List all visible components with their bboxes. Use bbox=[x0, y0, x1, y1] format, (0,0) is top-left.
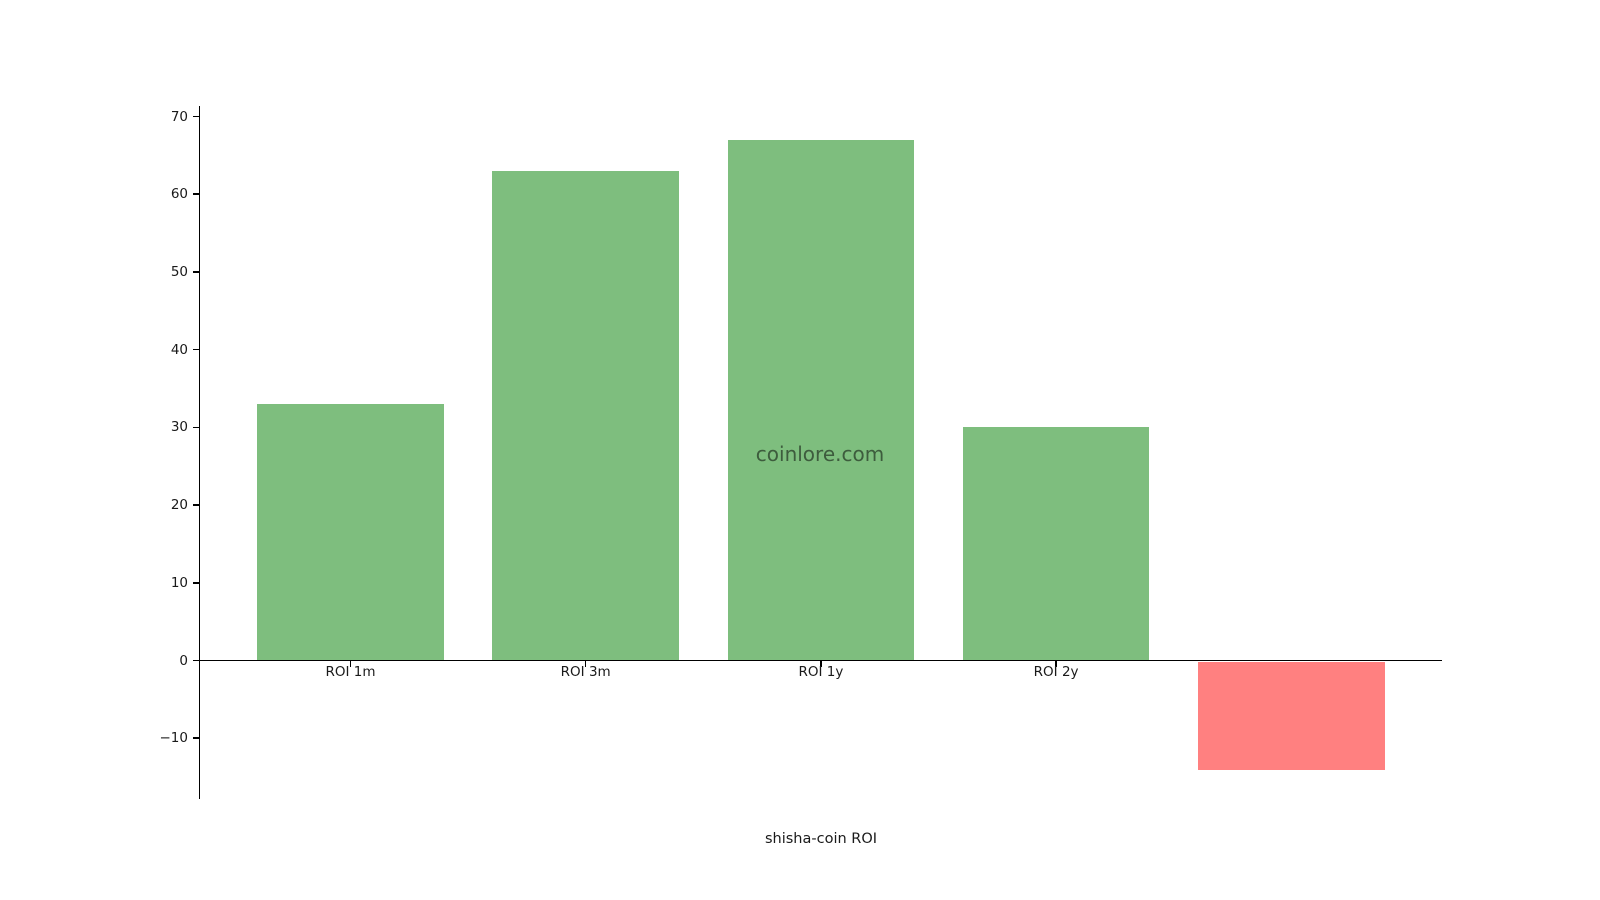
bar-roi-1m bbox=[257, 404, 444, 661]
bar-roi-3m bbox=[492, 170, 679, 661]
y-tick-label: 30 bbox=[170, 419, 188, 436]
y-tick-mark bbox=[192, 271, 200, 273]
y-tick-mark bbox=[192, 193, 200, 195]
x-tick-label-roi-1m: ROI 1m bbox=[325, 664, 376, 680]
y-tick-label: 50 bbox=[170, 263, 188, 280]
x-tick-label-roi-2y: ROI 2y bbox=[1033, 664, 1079, 680]
y-tick-label: 0 bbox=[179, 652, 188, 669]
chart-footer-title: shisha-coin ROI bbox=[764, 831, 878, 847]
bar-roi-2y bbox=[962, 427, 1150, 661]
y-tick-label: 40 bbox=[170, 341, 188, 358]
y-axis-spine bbox=[198, 106, 200, 799]
x-tick-mark bbox=[349, 660, 352, 667]
x-tick-mark bbox=[1055, 660, 1057, 667]
watermark-text: coinlore.com bbox=[755, 442, 885, 466]
y-tick-label: 60 bbox=[170, 186, 188, 203]
y-tick-mark bbox=[192, 426, 200, 429]
bar-roi-1y bbox=[727, 139, 915, 661]
y-tick-label: −10 bbox=[159, 730, 189, 747]
x-tick-mark bbox=[820, 660, 822, 667]
y-tick-mark bbox=[192, 582, 200, 584]
y-tick-mark bbox=[192, 737, 200, 739]
y-tick-mark bbox=[192, 504, 200, 506]
x-tick-label-roi-3m: ROI 3m bbox=[560, 664, 611, 680]
y-tick-mark bbox=[192, 659, 200, 662]
bar-negative-roi bbox=[1198, 661, 1385, 771]
y-tick-label: 10 bbox=[170, 574, 188, 591]
x-tick-label-roi-1y: ROI 1y bbox=[798, 664, 844, 680]
y-tick-mark bbox=[192, 348, 200, 351]
y-tick-label: 20 bbox=[170, 497, 188, 514]
y-tick-label: 70 bbox=[170, 108, 188, 125]
y-tick-mark bbox=[192, 115, 200, 118]
x-tick-mark bbox=[584, 660, 587, 667]
